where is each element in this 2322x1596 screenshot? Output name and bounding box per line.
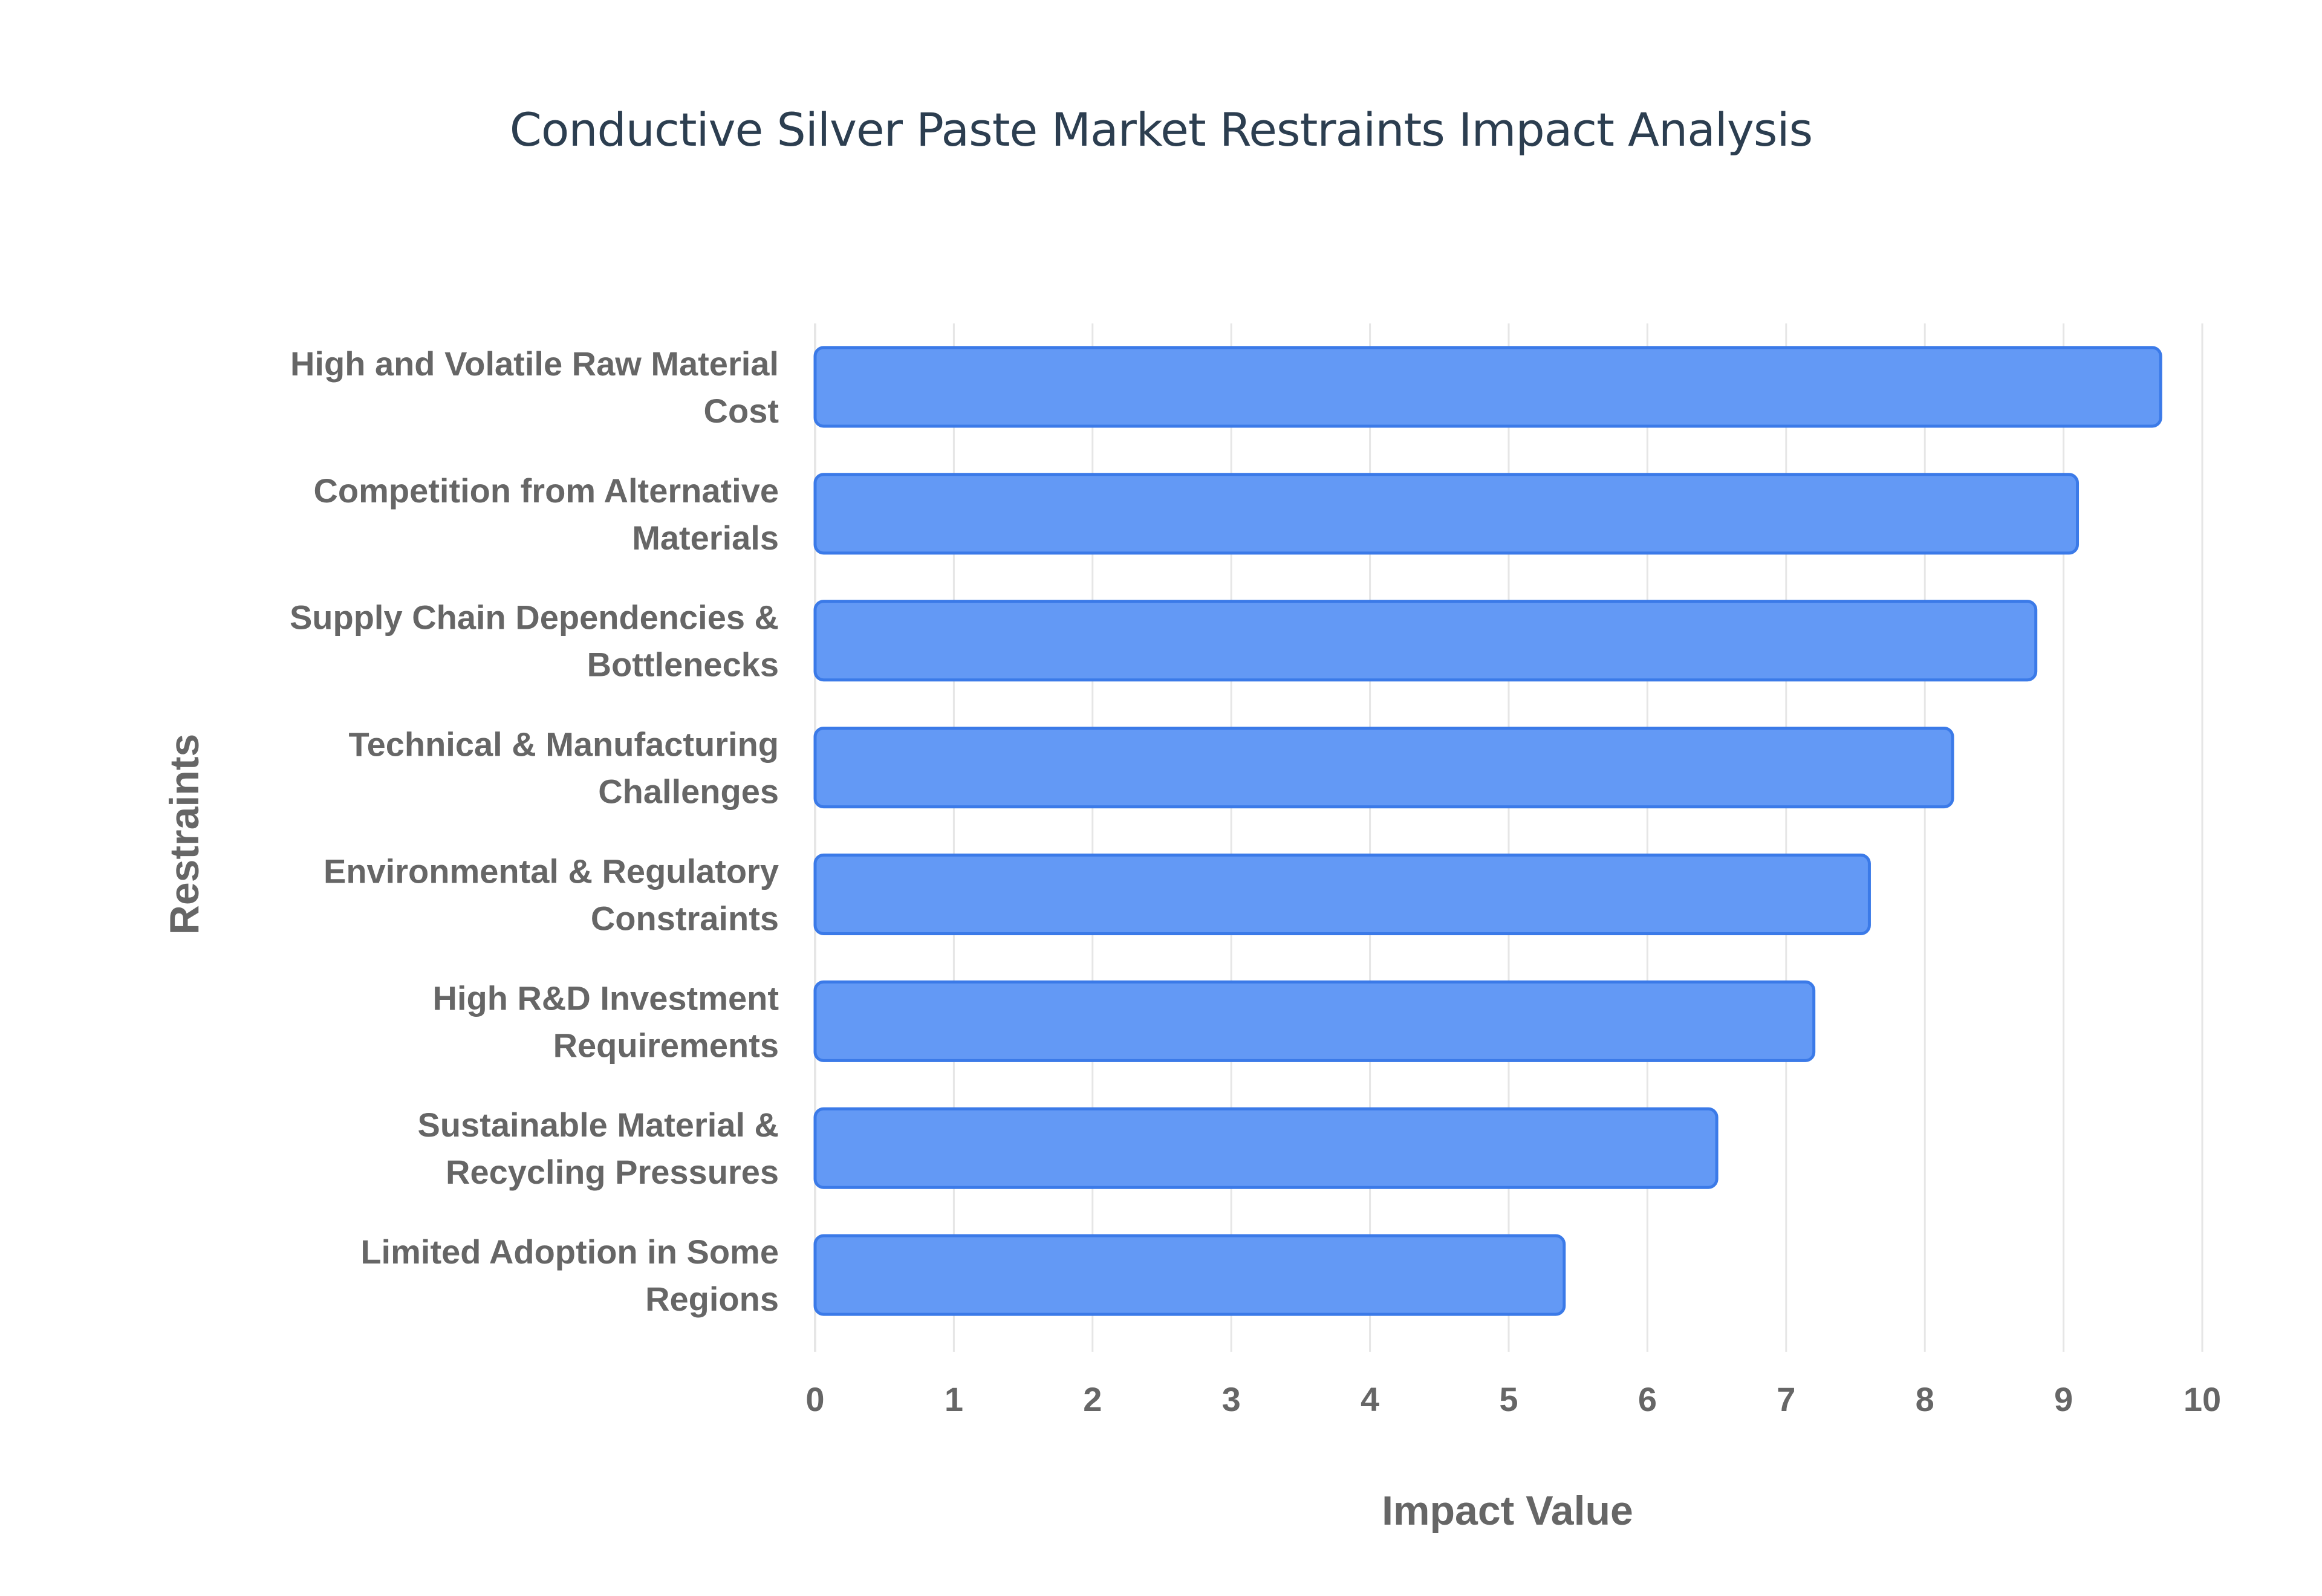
y-category-label: Cost xyxy=(704,392,779,430)
bar xyxy=(813,346,2162,428)
y-category-label: Environmental & Regulatory xyxy=(324,852,779,890)
y-category-label: Requirements xyxy=(553,1026,779,1064)
x-tick-label: 3 xyxy=(1222,1380,1241,1418)
y-category-label: Constraints xyxy=(591,899,779,937)
y-category-label: High and Volatile Raw Material xyxy=(290,345,779,383)
x-axis-ticks: 0 1 2 3 4 5 6 7 8 9 10 xyxy=(805,1380,2221,1418)
x-tick-label: 9 xyxy=(2054,1380,2073,1418)
y-category-label: Limited Adoption in Some xyxy=(360,1233,779,1271)
y-axis-title: Restraints xyxy=(161,734,207,935)
bar xyxy=(813,980,1816,1062)
y-category-label: Bottlenecks xyxy=(587,646,779,684)
x-tick-label: 1 xyxy=(945,1380,963,1418)
bar xyxy=(813,1107,1719,1189)
bar xyxy=(813,853,1871,935)
y-category-label: Regions xyxy=(645,1280,779,1318)
chart-title: Conductive Silver Paste Market Restraint… xyxy=(509,103,1813,157)
y-category-label: Supply Chain Dependencies & xyxy=(290,598,779,637)
x-tick-label: 7 xyxy=(1777,1380,1795,1418)
y-category-label: Competition from Alternative xyxy=(313,472,779,510)
x-axis-title: Impact Value xyxy=(1382,1488,1633,1534)
bar xyxy=(813,727,1954,809)
y-category-label: Challenges xyxy=(598,773,779,811)
bar xyxy=(813,473,2080,555)
bars xyxy=(813,346,2162,1316)
y-category-label: Technical & Manufacturing xyxy=(349,725,779,764)
y-axis-categories: High and Volatile Raw Material Cost Compet… xyxy=(290,345,779,1318)
x-tick-label: 10 xyxy=(2184,1380,2221,1418)
y-category-label: Materials xyxy=(632,519,779,557)
y-category-label: Sustainable Material & xyxy=(417,1106,779,1144)
x-tick-label: 4 xyxy=(1361,1380,1379,1418)
x-tick-label: 8 xyxy=(1916,1380,1934,1418)
y-category-label: Recycling Pressures xyxy=(446,1153,779,1191)
x-tick-label: 5 xyxy=(1499,1380,1518,1418)
y-category-label: High R&D Investment xyxy=(433,979,779,1017)
x-tick-label: 6 xyxy=(1638,1380,1657,1418)
bar xyxy=(813,1234,1566,1316)
x-tick-label: 2 xyxy=(1083,1380,1102,1418)
x-tick-label: 0 xyxy=(805,1380,824,1418)
bar xyxy=(813,600,2038,682)
